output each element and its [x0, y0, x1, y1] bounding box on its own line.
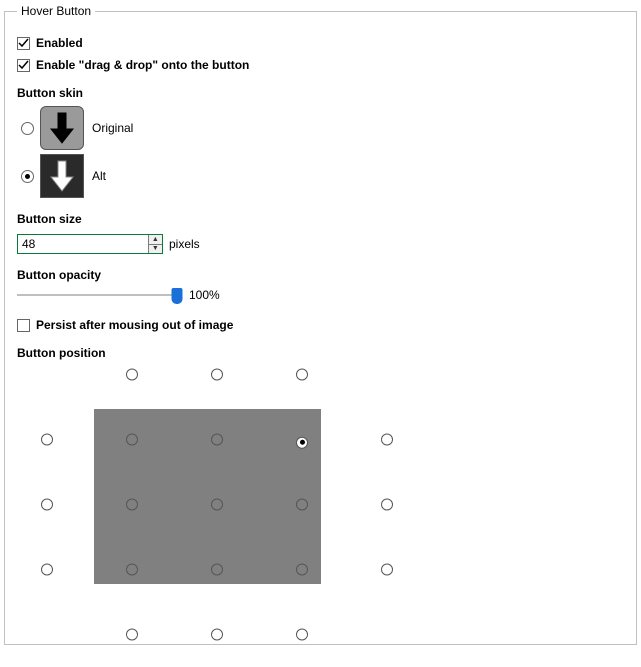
hover-button-group: Hover Button Enabled Enable "drag & drop… — [4, 4, 637, 645]
skin-label-original: Original — [92, 121, 133, 135]
position-radio-3-1[interactable] — [126, 564, 138, 576]
position-cell-3-0 — [41, 564, 53, 579]
position-radio-1-1[interactable] — [126, 434, 138, 446]
position-cell-3-1 — [126, 564, 138, 579]
size-unit: pixels — [169, 237, 200, 251]
position-radio-2-0[interactable] — [41, 499, 53, 511]
download-arrow-icon — [47, 159, 77, 193]
opacity-slider-wrap: 100% — [17, 288, 624, 302]
position-radio-1-3[interactable] — [296, 436, 308, 448]
enabled-label: Enabled — [36, 36, 83, 50]
position-cell-4-2 — [211, 629, 223, 644]
skin-thumb-original — [40, 106, 84, 150]
enabled-row: Enabled — [17, 36, 624, 50]
position-radio-3-0[interactable] — [41, 564, 53, 576]
persist-label: Persist after mousing out of image — [36, 318, 233, 332]
dragdrop-label: Enable "drag & drop" onto the button — [36, 58, 249, 72]
dragdrop-checkbox[interactable] — [17, 59, 30, 72]
position-radio-1-0[interactable] — [41, 434, 53, 446]
group-legend: Hover Button — [17, 4, 95, 18]
position-picker — [37, 366, 377, 626]
dragdrop-row: Enable "drag & drop" onto the button — [17, 58, 624, 72]
position-cell-1-2 — [211, 434, 223, 449]
skin-thumb-alt — [40, 154, 84, 198]
position-radio-2-3[interactable] — [296, 499, 308, 511]
position-radio-3-4[interactable] — [381, 564, 393, 576]
position-cell-0-3 — [296, 369, 308, 384]
position-cell-1-0 — [41, 434, 53, 449]
skin-radio-original[interactable] — [21, 122, 34, 135]
position-radio-0-2[interactable] — [211, 369, 223, 381]
position-cell-0-1 — [126, 369, 138, 384]
download-arrow-icon — [47, 111, 77, 145]
skin-heading: Button skin — [17, 86, 624, 100]
position-radio-2-2[interactable] — [211, 499, 223, 511]
position-cell-4-3 — [296, 629, 308, 644]
position-radio-1-2[interactable] — [211, 434, 223, 446]
position-cell-1-4 — [381, 434, 393, 449]
position-cell-1-3 — [296, 434, 308, 449]
position-radio-3-2[interactable] — [211, 564, 223, 576]
size-heading: Button size — [17, 212, 624, 226]
position-cell-4-1 — [126, 629, 138, 644]
position-radio-0-3[interactable] — [296, 369, 308, 381]
position-radio-3-3[interactable] — [296, 564, 308, 576]
skin-options: Original Alt — [17, 106, 624, 198]
position-cell-2-4 — [381, 499, 393, 514]
position-radio-4-1[interactable] — [126, 629, 138, 641]
position-cell-2-3 — [296, 499, 308, 514]
persist-row: Persist after mousing out of image — [17, 318, 624, 332]
position-cell-1-1 — [126, 434, 138, 449]
position-cell-0-2 — [211, 369, 223, 384]
position-cell-3-3 — [296, 564, 308, 579]
skin-radio-alt[interactable] — [21, 170, 34, 183]
position-cell-2-2 — [211, 499, 223, 514]
enabled-checkbox[interactable] — [17, 37, 30, 50]
skin-label-alt: Alt — [92, 169, 106, 183]
size-row: ▲ ▼ pixels — [17, 234, 624, 254]
opacity-heading: Button opacity — [17, 268, 624, 282]
skin-option-original: Original — [21, 106, 624, 150]
size-spin-up[interactable]: ▲ — [149, 235, 162, 245]
size-input-wrap: ▲ ▼ — [17, 234, 163, 254]
position-radio-0-1[interactable] — [126, 369, 138, 381]
position-cell-2-0 — [41, 499, 53, 514]
position-cell-2-1 — [126, 499, 138, 514]
size-spinner: ▲ ▼ — [148, 235, 162, 253]
position-cell-3-2 — [211, 564, 223, 579]
position-radio-1-4[interactable] — [381, 434, 393, 446]
position-cell-3-4 — [381, 564, 393, 579]
position-heading: Button position — [17, 346, 624, 360]
position-radio-4-2[interactable] — [211, 629, 223, 641]
size-input[interactable] — [18, 235, 148, 253]
position-radio-2-1[interactable] — [126, 499, 138, 511]
opacity-value: 100% — [189, 288, 220, 302]
opacity-slider[interactable] — [17, 294, 177, 296]
size-spin-down[interactable]: ▼ — [149, 245, 162, 254]
persist-checkbox[interactable] — [17, 319, 30, 332]
position-radio-4-3[interactable] — [296, 629, 308, 641]
opacity-slider-thumb[interactable] — [172, 288, 183, 304]
position-radio-2-4[interactable] — [381, 499, 393, 511]
skin-option-alt: Alt — [21, 154, 624, 198]
